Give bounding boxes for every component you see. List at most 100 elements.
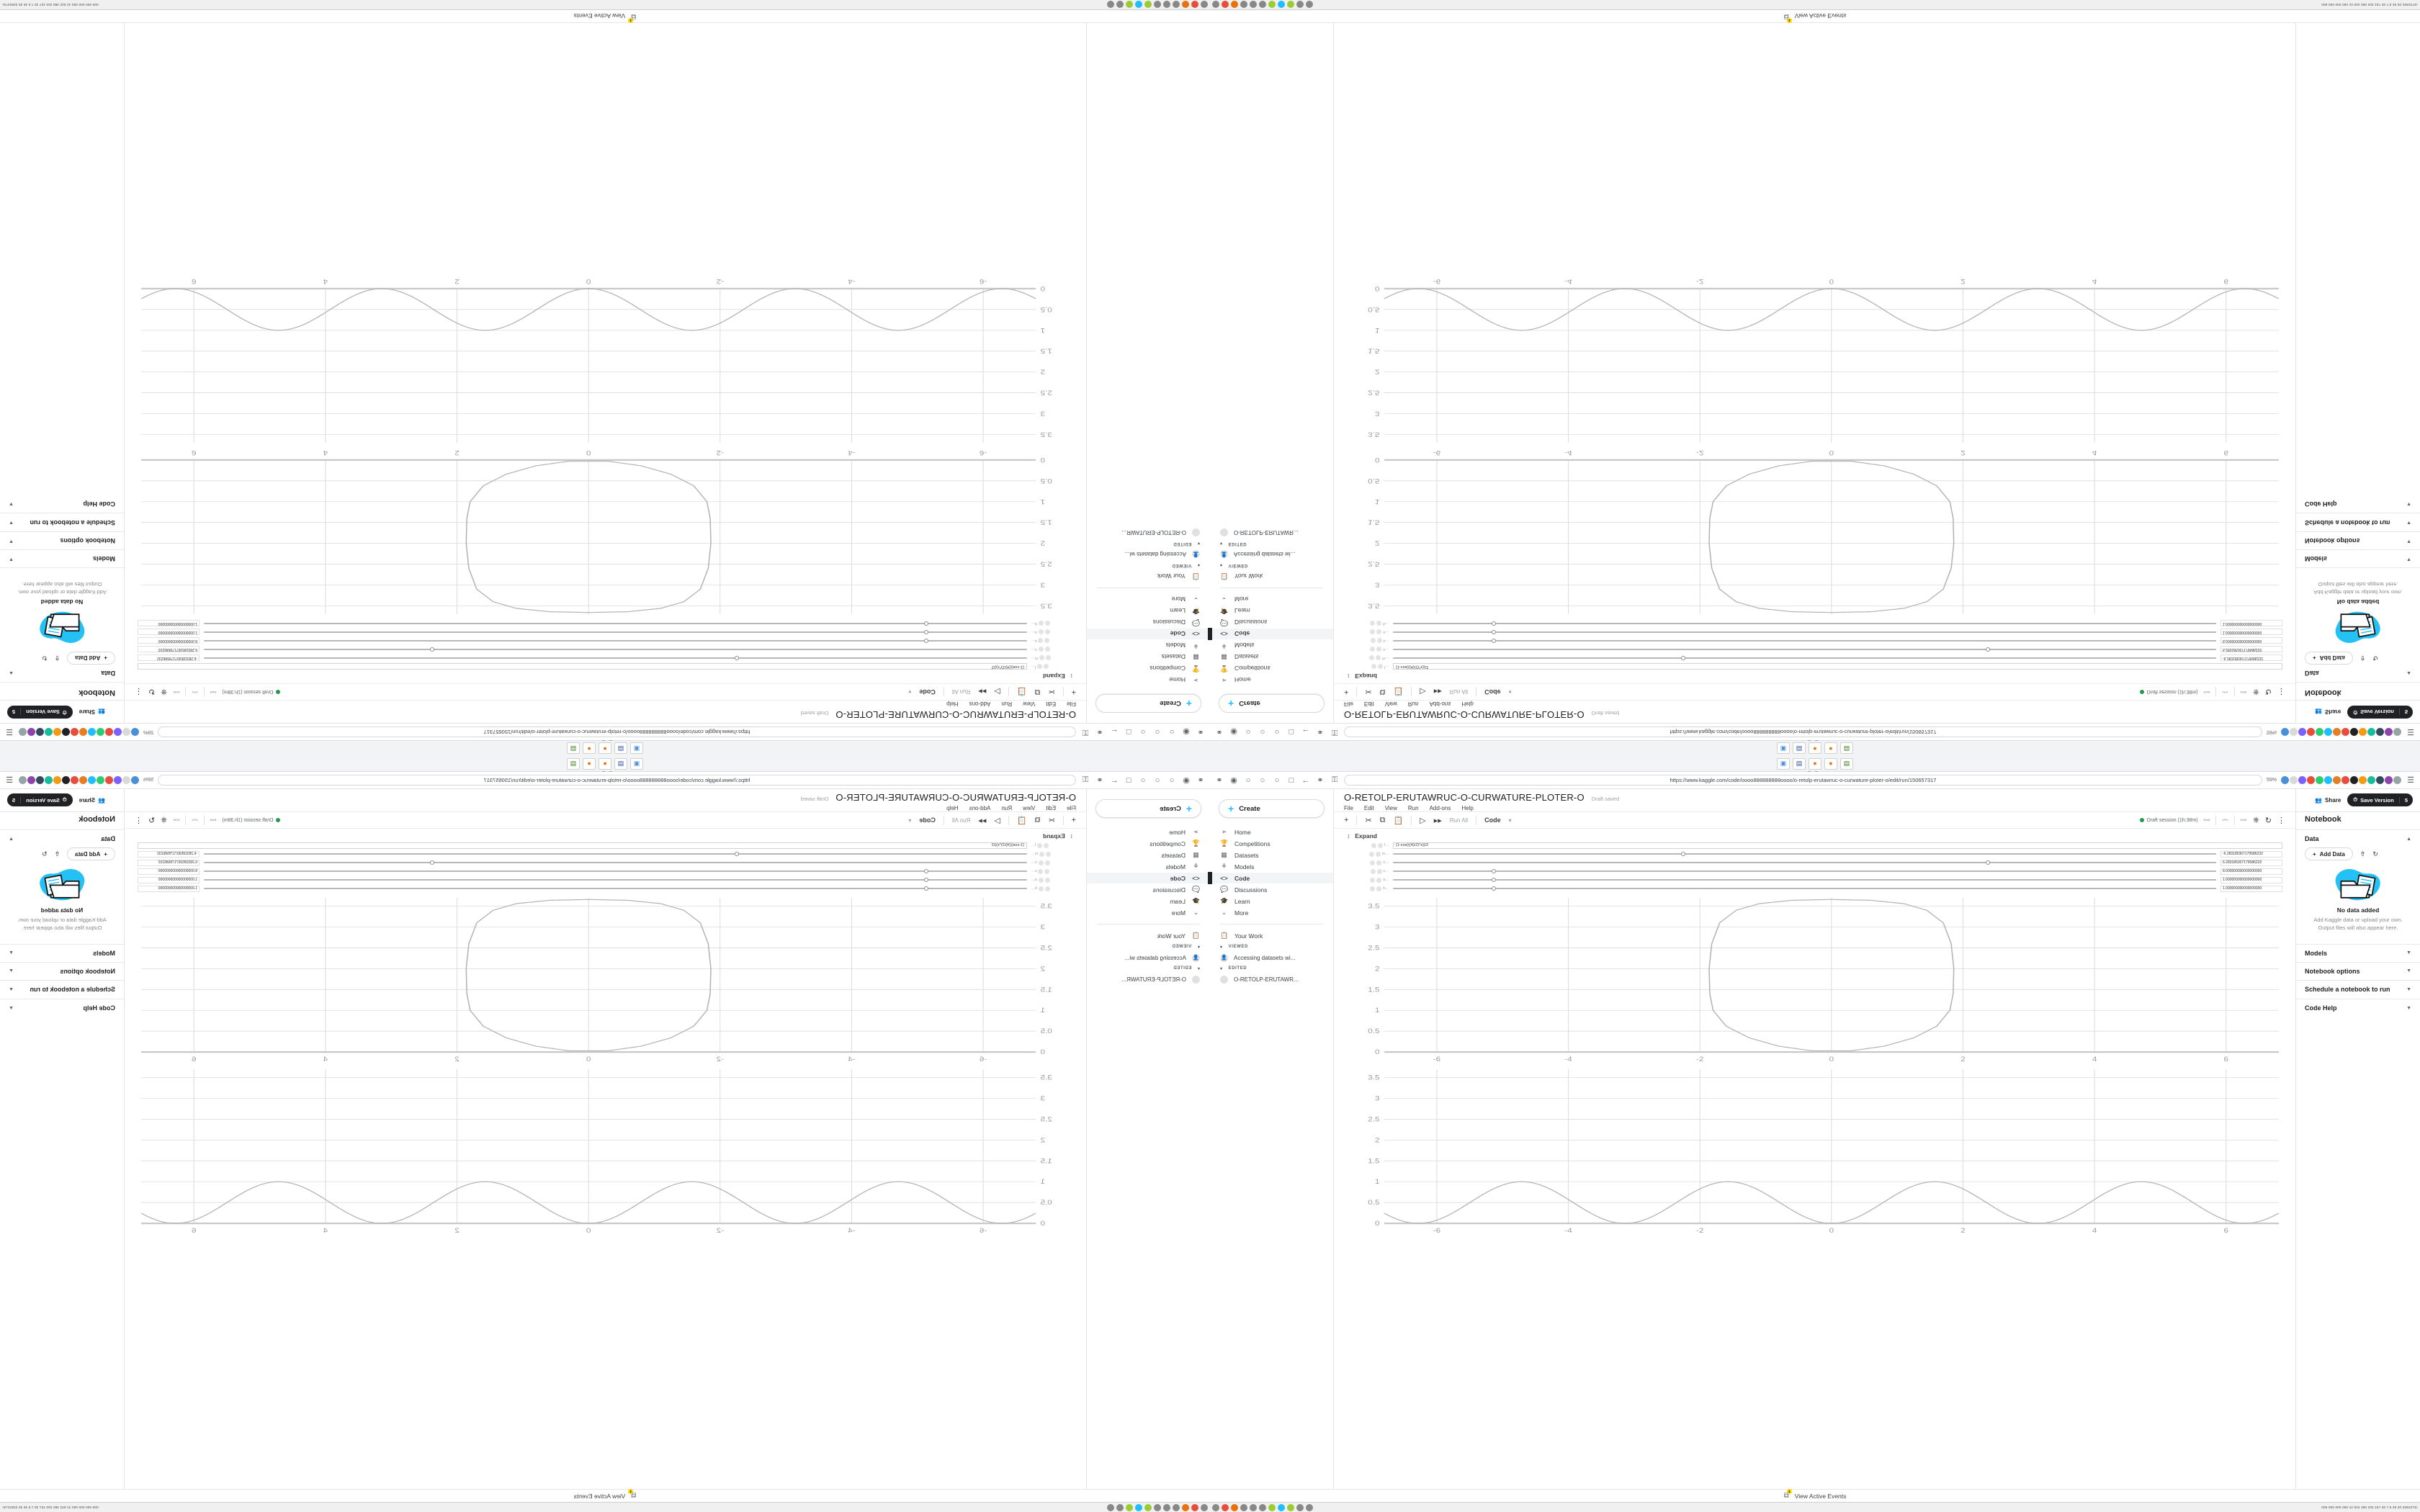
taskbar-icon-7[interactable] bbox=[1268, 1, 1276, 9]
taskbar-icon-7[interactable] bbox=[1268, 1503, 1276, 1511]
lock-icon[interactable]: ⚿ bbox=[1082, 728, 1089, 737]
browser-tab-firefox-2[interactable]: ● bbox=[583, 742, 596, 755]
run-all-icon[interactable]: ▸▸ bbox=[1433, 687, 1442, 696]
samples-slider[interactable] bbox=[204, 868, 1027, 875]
new-tab-icon[interactable]: □ bbox=[1126, 775, 1131, 785]
more-options-icon[interactable]: ⋮ bbox=[2277, 816, 2285, 825]
save-version-count[interactable]: 5 bbox=[7, 708, 22, 716]
sidebar-item-datasets[interactable]: ▦ Datasets bbox=[1210, 652, 1333, 662]
section-header-notebook-options[interactable]: Notebook options ▼ bbox=[0, 532, 124, 551]
back-arrow-icon[interactable]: ← bbox=[1301, 775, 1310, 785]
section-header-models[interactable]: Models ▼ bbox=[0, 943, 124, 962]
sidebar-item-learn[interactable]: 🎓 Learn bbox=[1087, 896, 1210, 906]
sidebar-item-competitions[interactable]: 🏆 Competitions bbox=[1087, 663, 1210, 674]
sidebar-item-home[interactable]: ➢ Home bbox=[1210, 827, 1333, 837]
paste-button[interactable]: 📋 bbox=[1016, 687, 1027, 696]
menu-item-file[interactable]: File bbox=[1344, 701, 1353, 707]
sidebar-recent-item[interactable]: 👤 Accessing datasets wi... bbox=[1210, 549, 1333, 560]
sidebar-item-your-work[interactable]: 📋 Your Work bbox=[1087, 930, 1210, 941]
sidebar-item-your-work[interactable]: 📋 Your Work bbox=[1210, 571, 1333, 582]
save-version-count[interactable]: 5 bbox=[2398, 708, 2413, 716]
menu-item-help[interactable]: Help bbox=[1461, 805, 1474, 811]
circle-icon-3[interactable]: ○ bbox=[1260, 727, 1265, 737]
run-all-icon[interactable]: ▸▸ bbox=[978, 687, 987, 696]
create-button[interactable]: + Create bbox=[1095, 799, 1201, 818]
taskbar-icon-10[interactable] bbox=[1296, 1503, 1304, 1511]
sidebar-item-home[interactable]: ➢ Home bbox=[1087, 675, 1210, 685]
xmin-slider[interactable] bbox=[1393, 851, 2216, 858]
formula-input[interactable]: (1-cos(((4)/2)*x))/2 bbox=[1393, 663, 2282, 670]
section-header-notebook-options[interactable]: Notebook options ▼ bbox=[2296, 961, 2420, 980]
samples-slider[interactable] bbox=[1393, 868, 2216, 875]
slider-knob[interactable] bbox=[923, 630, 928, 634]
taskbar-icon-2[interactable] bbox=[1191, 1, 1198, 9]
hamburger-menu-icon[interactable]: ☰ bbox=[2407, 727, 2414, 736]
menu-item-file[interactable]: File bbox=[1067, 701, 1076, 707]
xmax-value[interactable]: 6.283185307179586232 bbox=[138, 646, 200, 653]
upload-icon[interactable]: ⇮ bbox=[2360, 850, 2366, 858]
menu-item-addons[interactable]: Add-ons bbox=[1429, 701, 1451, 707]
scale-value[interactable]: 1.000000000000000000 bbox=[138, 629, 200, 636]
taskbar-icon-11[interactable] bbox=[1306, 1, 1313, 9]
save-version-button[interactable]: ⏱ Save Version 5 bbox=[7, 706, 73, 719]
taskbar-icon-6[interactable] bbox=[1154, 1, 1161, 9]
sidebar-item-models[interactable]: ⚘ Models bbox=[1210, 640, 1333, 651]
cut-button[interactable]: ✂ bbox=[1365, 687, 1372, 696]
scale-slider[interactable] bbox=[1393, 629, 2216, 636]
taskbar-icon-2[interactable] bbox=[1222, 1, 1229, 9]
sidebar-item-code[interactable]: <> Code bbox=[1210, 629, 1333, 639]
menu-item-file[interactable]: File bbox=[1344, 805, 1353, 811]
offset-value[interactable]: 1.000000000000000000 bbox=[138, 620, 200, 627]
circle-icon-4[interactable]: ○ bbox=[1140, 775, 1146, 785]
slider-knob[interactable] bbox=[1492, 621, 1497, 626]
xmin-slider[interactable] bbox=[204, 655, 1027, 662]
scale-value[interactable]: 1.000000000000000000 bbox=[2220, 629, 2282, 636]
sidebar-recent-item[interactable]: O-RETOLP-ERUTAWR... bbox=[1210, 973, 1333, 985]
offset-slider[interactable] bbox=[204, 621, 1027, 627]
hamburger-menu-icon[interactable]: ☰ bbox=[6, 727, 13, 736]
section-header-code-help[interactable]: Code Help ▼ bbox=[0, 495, 124, 513]
slider-knob[interactable] bbox=[430, 647, 435, 652]
cell-type-dropdown[interactable]: Code bbox=[1484, 816, 1501, 824]
browser-tab-firefox[interactable]: ● bbox=[599, 757, 611, 770]
save-version-count[interactable]: 5 bbox=[7, 796, 22, 804]
taskbar-icon-3[interactable] bbox=[1231, 1, 1238, 9]
power-icon[interactable]: ⎈ bbox=[2252, 688, 2259, 697]
offset-slider[interactable] bbox=[1393, 621, 2216, 627]
section-header-notebook-options[interactable]: Notebook options ▼ bbox=[0, 961, 124, 980]
menu-item-help[interactable]: Help bbox=[946, 701, 959, 707]
expand-output-toggle[interactable]: ↕ Expand bbox=[1334, 670, 2295, 683]
save-version-count[interactable]: 5 bbox=[2398, 796, 2413, 804]
run-all-icon[interactable]: ▸▸ bbox=[1433, 816, 1442, 825]
save-version-button[interactable]: ⏱ Save Version 5 bbox=[2347, 706, 2413, 719]
sidebar-item-code[interactable]: <> Code bbox=[1087, 629, 1210, 639]
zoom-level-badge[interactable]: 59% bbox=[143, 778, 154, 783]
run-all-label[interactable]: Run All bbox=[951, 816, 971, 824]
cut-button[interactable]: ✂ bbox=[1048, 816, 1055, 825]
add-cell-button[interactable]: + bbox=[1071, 688, 1076, 696]
samples-value[interactable]: 8.000000000000000000 bbox=[138, 637, 200, 644]
add-cell-button[interactable]: + bbox=[1071, 816, 1076, 824]
run-button[interactable]: ▷ bbox=[1420, 687, 1426, 696]
sidebar-group-heading-viewed[interactable]: ▾ VIEWED bbox=[1087, 560, 1210, 570]
share-button[interactable]: 👥 Share bbox=[79, 797, 105, 804]
sidebar-item-learn[interactable]: 🎓 Learn bbox=[1210, 896, 1333, 906]
offset-value[interactable]: 1.000000000000000000 bbox=[2220, 620, 2282, 627]
sidebar-recent-item[interactable]: O-RETOLP-ERUTAWR... bbox=[1087, 527, 1210, 539]
taskbar-icon-10[interactable] bbox=[1116, 1, 1124, 9]
upload-icon[interactable]: ⇮ bbox=[54, 654, 60, 662]
expand-output-toggle[interactable]: ↕ Expand bbox=[1334, 829, 2295, 842]
scale-slider[interactable] bbox=[1393, 877, 2216, 883]
taskbar-icon-1[interactable] bbox=[1201, 1503, 1208, 1511]
section-header-code-help[interactable]: Code Help ▼ bbox=[2296, 495, 2420, 513]
browser-tab-green-save[interactable]: ▤ bbox=[567, 757, 580, 770]
sidebar-item-models[interactable]: ⚘ Models bbox=[1210, 861, 1333, 872]
lock-icon[interactable]: ⚿ bbox=[1331, 775, 1338, 784]
shield-icon[interactable]: ⚭ bbox=[1216, 776, 1223, 785]
formula-input[interactable]: (1-cos(((4)/2)*x))/2 bbox=[1393, 842, 2282, 849]
shield-lock-icon[interactable]: ⚭ bbox=[1096, 776, 1103, 785]
power-icon[interactable]: ⎈ bbox=[161, 688, 168, 697]
refresh-icon[interactable]: ↻ bbox=[2264, 816, 2272, 825]
menu-item-edit[interactable]: Edit bbox=[1046, 701, 1057, 707]
section-header-schedule[interactable]: Schedule a notebook to run ▼ bbox=[2296, 979, 2420, 999]
